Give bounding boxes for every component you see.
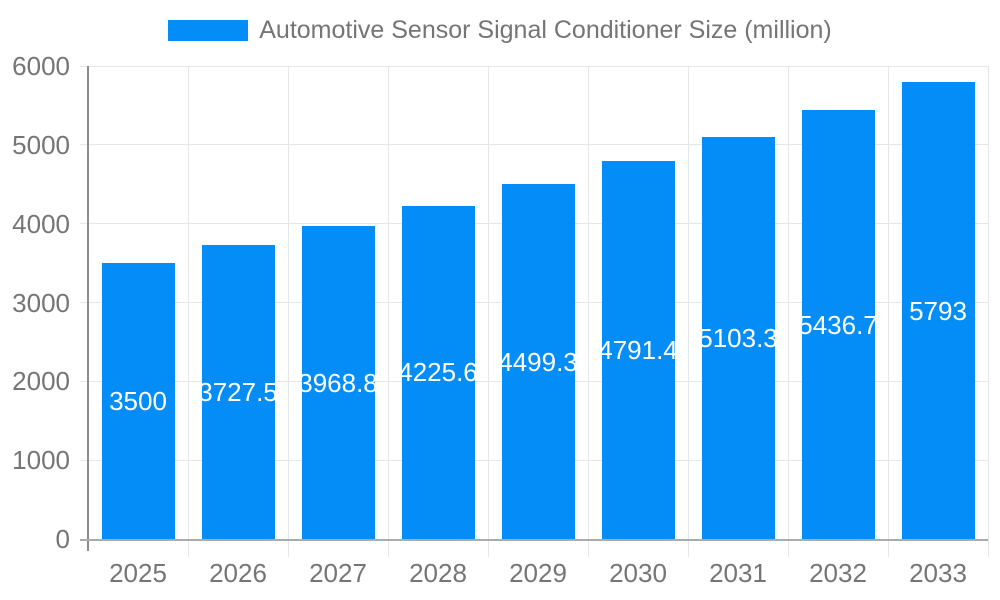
x-axis-tick-label: 2026 bbox=[209, 558, 267, 588]
y-axis-tick-label: 1000 bbox=[12, 445, 70, 476]
y-axis-tick-label: 3000 bbox=[12, 287, 70, 318]
x-axis-tick-label: 2030 bbox=[609, 558, 667, 588]
bar[interactable] bbox=[901, 82, 975, 539]
y-axis-line bbox=[87, 66, 89, 551]
bar-value-label: 4499.3 bbox=[498, 346, 578, 377]
bar-value-label: 5436.7 bbox=[798, 309, 878, 340]
chart-legend[interactable]: Automotive Sensor Signal Conditioner Siz… bbox=[0, 16, 1000, 45]
bar[interactable] bbox=[701, 136, 775, 539]
y-axis-tick-label: 0 bbox=[55, 524, 70, 554]
v-gridline bbox=[487, 66, 489, 557]
x-axis-tick-label: 2025 bbox=[109, 558, 167, 588]
x-axis-tick-label: 2027 bbox=[309, 558, 367, 588]
x-axis-tick-label: 2032 bbox=[809, 558, 867, 588]
bar-value-label: 5103.3 bbox=[698, 322, 778, 353]
v-gridline bbox=[287, 66, 289, 557]
bar[interactable] bbox=[201, 245, 275, 539]
bar[interactable] bbox=[501, 184, 575, 539]
y-axis-tick-label: 5000 bbox=[12, 129, 70, 160]
x-axis-tick-label: 2028 bbox=[409, 558, 467, 588]
bar-value-label: 3500 bbox=[109, 386, 167, 417]
v-gridline bbox=[887, 66, 889, 557]
x-axis-line bbox=[80, 539, 988, 541]
bar[interactable] bbox=[401, 205, 475, 539]
bar[interactable] bbox=[301, 226, 375, 539]
x-axis-tick-label: 2029 bbox=[509, 558, 567, 588]
bar-value-label: 4791.4 bbox=[598, 335, 678, 366]
y-axis-tick-label: 4000 bbox=[12, 208, 70, 239]
bar-value-label: 4225.6 bbox=[398, 357, 478, 388]
y-axis-tick-label: 6000 bbox=[12, 51, 70, 81]
bar[interactable] bbox=[801, 110, 875, 539]
v-gridline bbox=[987, 66, 989, 557]
x-axis-tick-label: 2033 bbox=[909, 558, 967, 588]
v-gridline bbox=[187, 66, 189, 557]
bar[interactable] bbox=[601, 161, 675, 539]
v-gridline bbox=[787, 66, 789, 557]
legend-swatch-icon bbox=[168, 20, 249, 41]
v-gridline bbox=[387, 66, 389, 557]
h-gridline bbox=[80, 144, 988, 146]
bar-value-label: 5793 bbox=[909, 295, 967, 326]
bar-value-label: 3727.5 bbox=[198, 377, 278, 408]
chart-title: Automotive Sensor Signal Conditioner Siz… bbox=[259, 16, 832, 44]
v-gridline bbox=[687, 66, 689, 557]
y-axis-tick-label: 2000 bbox=[12, 366, 70, 397]
bar[interactable] bbox=[101, 263, 175, 539]
v-gridline bbox=[587, 66, 589, 557]
bar-value-label: 3968.8 bbox=[298, 367, 378, 398]
x-axis-tick-label: 2031 bbox=[709, 558, 767, 588]
h-gridline bbox=[80, 65, 988, 67]
